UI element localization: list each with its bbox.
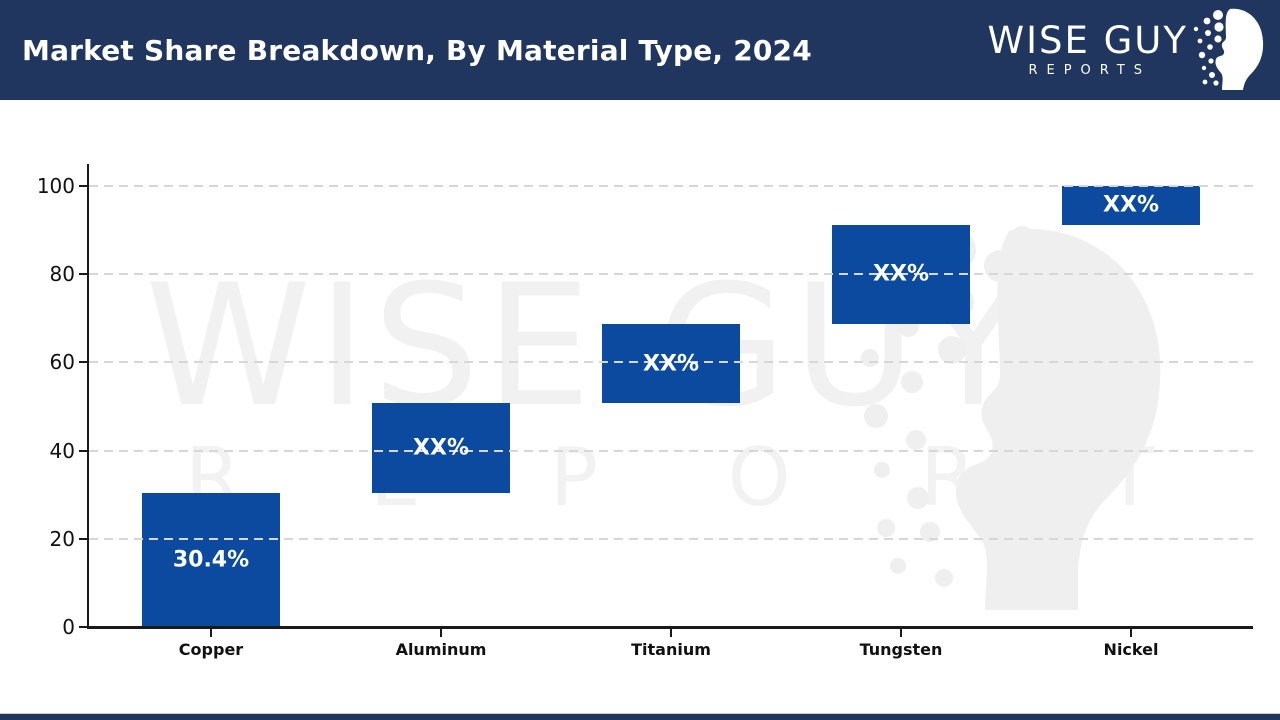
- y-axis-line: [87, 164, 89, 629]
- logo-face-icon: [1174, 5, 1266, 95]
- gridline-y20: [89, 537, 1253, 540]
- x-axis-label-copper: Copper: [178, 640, 244, 659]
- y-axis-tick: [79, 185, 87, 187]
- gridline-y60: [89, 361, 1253, 364]
- bar-value-label-tungsten: XX%: [873, 261, 929, 287]
- y-axis-tick-label: 100: [36, 174, 75, 198]
- gridline-y40: [89, 449, 1253, 452]
- gridline-y100: [89, 185, 1253, 187]
- y-axis-tick-label: 0: [62, 615, 75, 639]
- y-axis-tick-label: 40: [49, 438, 75, 463]
- y-axis-tick: [79, 537, 87, 540]
- x-axis-tick: [670, 629, 672, 637]
- y-axis-tick: [79, 361, 87, 364]
- x-axis-label-titanium: Titanium: [631, 640, 711, 659]
- bar-titanium: [602, 324, 740, 403]
- footer-bar: [0, 713, 1280, 720]
- x-axis-label-aluminum: Aluminum: [395, 640, 487, 659]
- header-bar: Market Share Breakdown, By Material Type…: [0, 0, 1280, 100]
- y-axis-tick-label: 20: [49, 526, 75, 551]
- gridline-y80: [89, 273, 1253, 276]
- x-axis-tick: [900, 629, 902, 637]
- bar-value-label-titanium: XX%: [643, 351, 699, 376]
- y-axis-tick: [79, 449, 87, 452]
- x-axis-label-nickel: Nickel: [1103, 640, 1159, 659]
- x-axis-line: [87, 626, 1253, 629]
- watermark-face-icon: [760, 210, 1180, 614]
- y-axis-tick-label: 60: [49, 350, 75, 375]
- x-axis-label-tungsten: Tungsten: [859, 640, 943, 659]
- page-title: Market Share Breakdown, By Material Type…: [22, 33, 812, 67]
- x-axis-tick: [440, 629, 442, 637]
- x-axis-tick: [210, 629, 212, 637]
- bar-value-label-copper: 30.4%: [172, 547, 250, 573]
- y-axis-tick-label: 80: [49, 262, 75, 287]
- logo-text: WISE GUY REPORTS: [988, 22, 1188, 78]
- y-axis-tick: [79, 626, 87, 628]
- bar-nickel: [1062, 186, 1200, 225]
- logo-subtitle: REPORTS: [1028, 63, 1152, 78]
- bar-value-label-aluminum: XX%: [413, 435, 469, 461]
- bar-copper: [142, 492, 280, 627]
- wise-guy-reports-logo: WISE GUY REPORTS: [988, 5, 1280, 95]
- logo-wordmark: WISE GUY: [987, 19, 1188, 62]
- y-axis-tick: [79, 273, 87, 276]
- x-axis-tick: [1130, 629, 1132, 637]
- bar-value-label-nickel: XX%: [1103, 192, 1159, 218]
- bar-aluminum: [372, 402, 510, 493]
